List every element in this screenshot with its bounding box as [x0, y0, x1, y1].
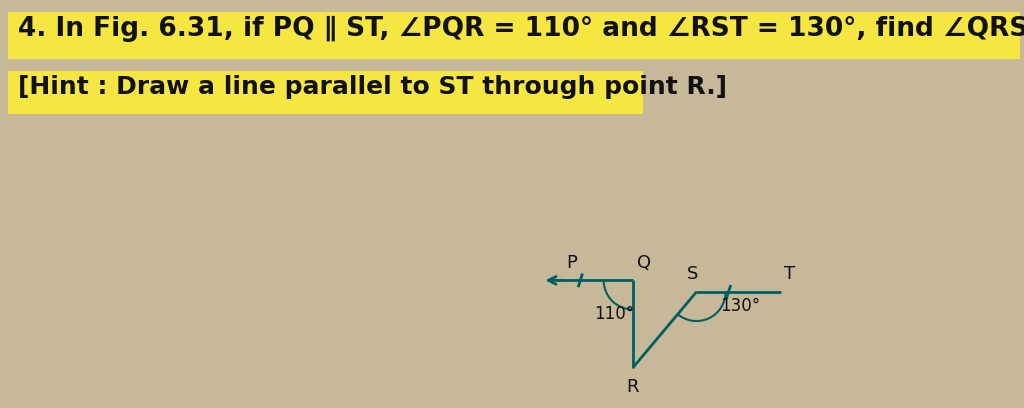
Text: Q: Q [637, 254, 651, 272]
Text: 130°: 130° [720, 297, 760, 315]
Text: T: T [784, 265, 796, 283]
Text: 110°: 110° [594, 305, 634, 323]
FancyBboxPatch shape [8, 71, 643, 114]
Text: P: P [566, 254, 578, 272]
Text: R: R [627, 378, 639, 396]
Text: S: S [686, 265, 697, 283]
Text: [Hint : Draw a line parallel to ST through point R.]: [Hint : Draw a line parallel to ST throu… [18, 75, 727, 100]
Text: 4. In Fig. 6.31, if PQ ∥ ST, ∠PQR = 110° and ∠RST = 130°, find ∠QRS.: 4. In Fig. 6.31, if PQ ∥ ST, ∠PQR = 110°… [18, 16, 1024, 42]
FancyBboxPatch shape [8, 12, 1020, 59]
